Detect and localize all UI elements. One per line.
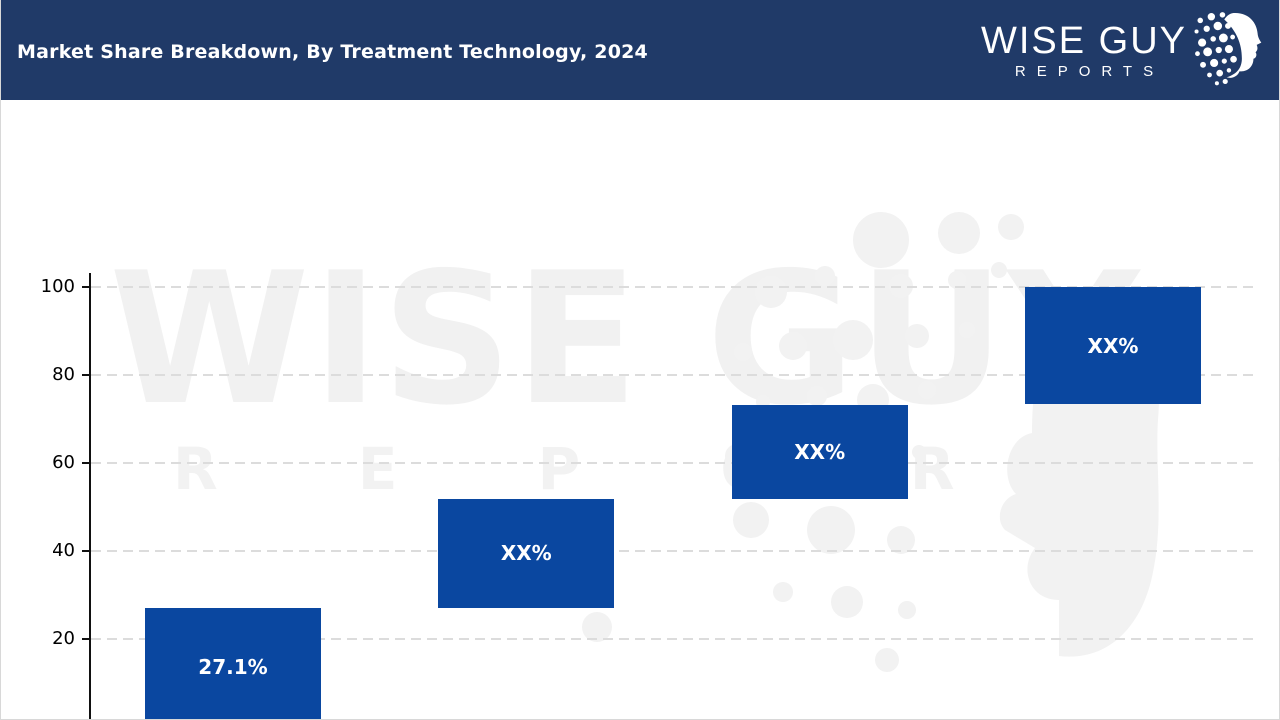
bar-value-label: XX% (500, 541, 552, 566)
y-tick-mark-60 (82, 462, 90, 464)
y-tick-mark-20 (82, 638, 90, 640)
gridline-100 (91, 286, 1255, 288)
gridline-40 (91, 550, 1255, 552)
bar-value-label: 27.1% (198, 655, 268, 680)
y-tick-label-80: 80 (52, 364, 75, 385)
y-tick-mark-40 (82, 550, 90, 552)
y-tick-label-100: 100 (40, 276, 75, 297)
y-tick-label-20: 20 (52, 628, 75, 649)
y-tick-label-40: 40 (52, 540, 75, 561)
bar-value-label: XX% (1087, 333, 1139, 358)
bar-advanced-oxidation-process: XX% (1025, 287, 1201, 405)
gridline-20 (91, 638, 1255, 640)
y-tick-label-0: 0 (21, 717, 75, 720)
wise-guy-logo: WISE GUY REPORTS (981, 7, 1265, 93)
header-bar: Market Share Breakdown, By Treatment Tec… (1, 0, 1279, 100)
plot-area: 27.1% XX% XX% XX% Activated Sludge Proce… (41, 273, 1255, 719)
bar-sequencing-batch-reactor: XX% (731, 404, 908, 500)
logo-subtitle: REPORTS (1014, 62, 1165, 80)
wise-guy-face-icon (1194, 12, 1262, 86)
bar-activated-sludge-process: 27.1% (145, 607, 321, 719)
chart-title: Market Share Breakdown, By Treatment Tec… (17, 41, 648, 63)
bar-value-label: XX% (794, 439, 846, 464)
chart-area: WISE GUY R E P O R T S 27.1% (1, 100, 1279, 719)
y-tick-mark-80 (82, 374, 90, 376)
bar-membrane-bioreactor: XX% (438, 499, 615, 608)
logo-wordmark: WISE GUY (980, 19, 1187, 62)
gridline-80 (91, 374, 1255, 376)
gridline-60 (91, 462, 1255, 464)
logo-text: WISE GUY REPORTS (981, 22, 1187, 79)
y-tick-mark-100 (82, 286, 90, 288)
y-tick-label-60: 60 (52, 452, 75, 473)
